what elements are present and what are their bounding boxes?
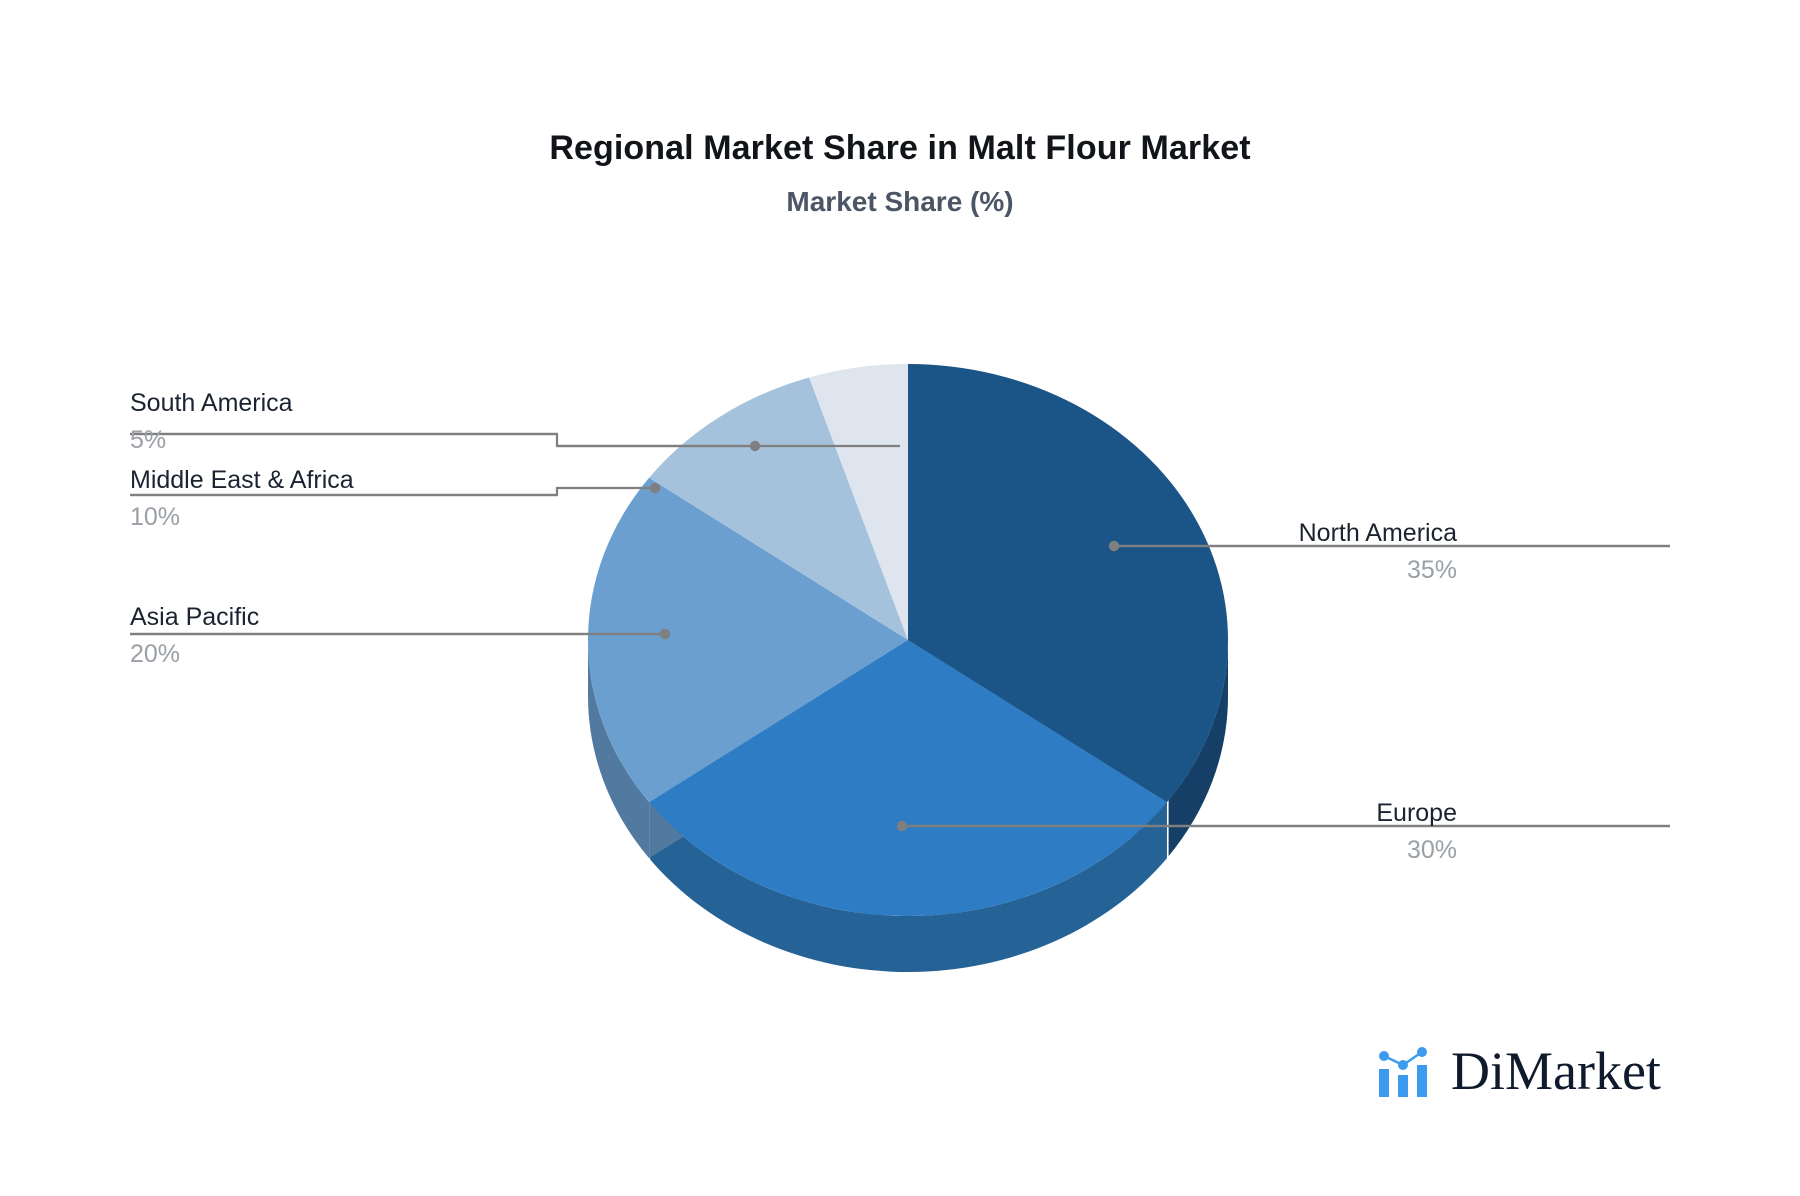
pie-side-asia-pacific xyxy=(588,639,650,859)
callout-value-south-america: 5% xyxy=(130,426,167,454)
callout-label-asia-pacific: Asia Pacific xyxy=(130,603,260,631)
pie-slices xyxy=(588,364,1228,917)
pie-slice-south-america[interactable] xyxy=(809,364,908,640)
callout-europe: Europe 30% xyxy=(1376,798,1457,865)
pie-side-north-america xyxy=(1168,642,1228,857)
pie-side-europe xyxy=(650,802,1167,973)
callout-value-middle-east: 10% xyxy=(130,503,181,531)
pie-slice-asia-pacific[interactable] xyxy=(588,477,908,803)
pie-slice-north-america[interactable] xyxy=(908,364,1228,803)
bar-chart-icon xyxy=(1379,1047,1427,1097)
callout-south-america: South America 5% xyxy=(130,388,293,455)
callout-value-asia-pacific: 20% xyxy=(130,640,181,668)
brand-wordmark: DiMarket xyxy=(1451,1041,1661,1101)
callout-label-south-america: South America xyxy=(130,389,293,417)
callout-value-europe: 30% xyxy=(1406,836,1457,864)
callout-north-america: North America 35% xyxy=(1299,518,1457,585)
leader-dot-south-america xyxy=(749,440,761,452)
chart-subtitle: Market Share (%) xyxy=(786,185,1014,217)
chart-title: Regional Market Share in Malt Flour Mark… xyxy=(549,129,1251,167)
callout-label-middle-east: Middle East & Africa xyxy=(130,466,354,494)
callout-value-north-america: 35% xyxy=(1406,556,1457,584)
brand-logo: DiMarket xyxy=(1375,1043,1661,1099)
callout-underlines xyxy=(130,432,1670,828)
pie-slice-europe[interactable] xyxy=(649,640,1167,917)
title-block: Regional Market Share in Malt Flour Mark… xyxy=(0,128,1800,218)
pie-slice-middle-east-africa[interactable] xyxy=(649,377,908,640)
callout-label-north-america: North America xyxy=(1298,519,1457,547)
callout-middle-east: Middle East & Africa 10% xyxy=(130,465,354,532)
callout-label-europe: Europe xyxy=(1376,799,1457,827)
callout-asia-pacific: Asia Pacific 20% xyxy=(130,602,259,669)
leader-dot-middle-east xyxy=(649,482,661,494)
